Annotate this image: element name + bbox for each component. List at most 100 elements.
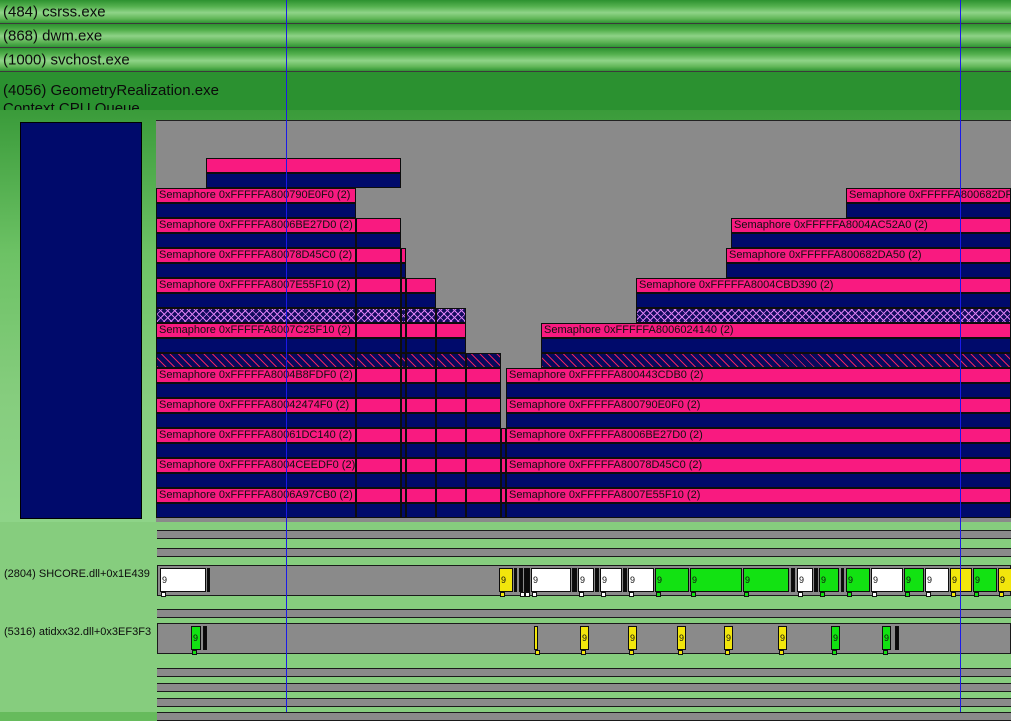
queue-wait-cell[interactable]	[356, 383, 401, 398]
thread-activity-block[interactable]: 9	[743, 568, 789, 592]
thin-track[interactable]	[157, 698, 1011, 707]
queue-ready-cell[interactable]	[356, 428, 401, 443]
queue-wait-cell[interactable]	[436, 443, 466, 458]
queue-wait-cell[interactable]	[401, 263, 406, 278]
process-row-svchost[interactable]: (1000) svchost.exe	[0, 48, 1011, 71]
thread-activity-block[interactable]: 9	[499, 568, 513, 592]
queue-wait-cell[interactable]	[726, 263, 1011, 278]
thread-activity-block[interactable]: 9	[819, 568, 839, 592]
queue-diaghatch-cell[interactable]	[541, 353, 1011, 368]
queue-ready-cell[interactable]	[466, 428, 501, 443]
queue-wait-cell[interactable]	[156, 383, 356, 398]
queue-ready-cell[interactable]	[406, 428, 436, 443]
thread-activity-block[interactable]	[595, 568, 599, 592]
queue-wait-cell[interactable]	[156, 443, 356, 458]
queue-wait-cell[interactable]	[846, 203, 1011, 218]
thread-activity-block[interactable]: 9	[600, 568, 622, 592]
process-row-geometryrealization[interactable]: (4056) GeometryRealization.exe Context C…	[0, 72, 1011, 110]
queue-ready-cell[interactable]: Semaphore 0xFFFFFA800443CDB0 (2)	[506, 368, 1011, 383]
queue-ready-cell[interactable]: Semaphore 0xFFFFFA8004AC52A0 (2)	[731, 218, 1011, 233]
queue-ready-cell[interactable]: Semaphore 0xFFFFFA8006BE27D0 (2)	[156, 218, 356, 233]
queue-ready-cell[interactable]	[406, 278, 436, 293]
thread-activity-block[interactable]: 9	[950, 568, 972, 592]
queue-ready-cell[interactable]: Semaphore 0xFFFFFA80061DC140 (2)	[156, 428, 356, 443]
queue-wait-cell[interactable]	[156, 473, 356, 488]
queue-ready-cell[interactable]	[436, 488, 466, 503]
queue-ready-cell[interactable]	[401, 398, 406, 413]
queue-ready-cell[interactable]: Semaphore 0xFFFFFA8007E55F10 (2)	[156, 278, 356, 293]
queue-wait-cell[interactable]	[156, 413, 356, 428]
queue-ready-cell[interactable]	[501, 428, 506, 443]
thin-track[interactable]	[157, 668, 1011, 677]
thread-activity-block[interactable]: 9	[998, 568, 1011, 592]
thin-track[interactable]	[157, 683, 1011, 692]
queue-wait-cell[interactable]	[406, 413, 436, 428]
thread-activity-block[interactable]	[514, 568, 517, 592]
queue-ready-cell[interactable]	[206, 158, 401, 173]
thread-activity-block[interactable]	[572, 568, 577, 592]
thread-activity-block[interactable]: 9	[882, 626, 891, 650]
queue-ready-cell[interactable]: Semaphore 0xFFFFFA8004CBD390 (2)	[636, 278, 1011, 293]
queue-wait-cell[interactable]	[466, 413, 501, 428]
queue-wait-cell[interactable]	[356, 473, 401, 488]
queue-wait-cell[interactable]	[466, 503, 501, 518]
queue-ready-cell[interactable]	[356, 458, 401, 473]
queue-ready-cell[interactable]: Semaphore 0xFFFFFA8006A97CB0 (2)	[156, 488, 356, 503]
thread-activity-block[interactable]: 9	[973, 568, 997, 592]
thread-activity-block[interactable]: 9	[628, 568, 654, 592]
thread-activity-block[interactable]	[895, 626, 899, 650]
thread-activity-block[interactable]	[519, 568, 523, 592]
queue-ready-cell[interactable]	[356, 323, 401, 338]
queue-ready-cell[interactable]: Semaphore 0xFFFFFA8006024140 (2)	[541, 323, 1011, 338]
queue-wait-cell[interactable]	[466, 473, 501, 488]
queue-wait-cell[interactable]	[401, 473, 406, 488]
queue-plot[interactable]: Semaphore 0xFFFFFA800790E0F0 (2) Semaphor…	[156, 120, 1011, 525]
thread-activity-block[interactable]	[534, 626, 538, 650]
queue-legend-panel[interactable]	[20, 122, 142, 519]
thread-activity-block[interactable]: 9	[191, 626, 201, 650]
thread-activity-block[interactable]	[203, 626, 207, 650]
queue-wait-cell[interactable]	[406, 443, 436, 458]
thread-activity-block[interactable]: 9	[925, 568, 949, 592]
queue-wait-cell[interactable]	[401, 338, 406, 353]
queue-wait-cell[interactable]	[356, 443, 401, 458]
queue-diaghatch-cell[interactable]	[401, 353, 406, 368]
queue-crosshatch-cell[interactable]	[401, 308, 406, 323]
queue-diaghatch-cell[interactable]	[356, 353, 401, 368]
thread-activity-block[interactable]	[791, 568, 795, 592]
queue-wait-cell[interactable]	[436, 503, 466, 518]
queue-ready-cell[interactable]	[356, 398, 401, 413]
queue-wait-cell[interactable]	[356, 338, 401, 353]
thread-activity-block[interactable]: 9	[831, 626, 840, 650]
process-row-dwm[interactable]: (868) dwm.exe	[0, 24, 1011, 47]
thread-activity-block[interactable]	[814, 568, 818, 592]
queue-ready-cell[interactable]	[401, 488, 406, 503]
queue-diaghatch-cell[interactable]	[466, 353, 501, 368]
queue-wait-cell[interactable]	[206, 173, 401, 188]
thread-activity-block[interactable]: 9	[580, 626, 589, 650]
thread-activity-block[interactable]: 9	[871, 568, 903, 592]
queue-ready-cell[interactable]	[501, 458, 506, 473]
queue-wait-cell[interactable]	[406, 338, 436, 353]
cursor-line-primary[interactable]	[286, 0, 287, 712]
queue-wait-cell[interactable]	[466, 383, 501, 398]
queue-ready-cell[interactable]: Semaphore 0xFFFFFA800790E0F0 (2)	[506, 398, 1011, 413]
queue-wait-cell[interactable]	[406, 473, 436, 488]
thin-track[interactable]	[157, 530, 1011, 539]
queue-ready-cell[interactable]	[401, 368, 406, 383]
queue-ready-cell[interactable]	[356, 218, 401, 233]
queue-wait-cell[interactable]	[406, 293, 436, 308]
queue-ready-cell[interactable]	[466, 488, 501, 503]
queue-diaghatch-cell[interactable]	[406, 353, 436, 368]
queue-ready-cell[interactable]	[406, 488, 436, 503]
thread-activity-block[interactable]	[207, 568, 210, 592]
queue-ready-cell[interactable]: Semaphore 0xFFFFFA80078D45C0 (2)	[506, 458, 1011, 473]
thread-activity-block[interactable]	[524, 568, 530, 592]
queue-ready-cell[interactable]	[436, 398, 466, 413]
thin-track[interactable]	[157, 712, 1011, 721]
queue-wait-cell[interactable]	[401, 413, 406, 428]
queue-wait-cell[interactable]	[506, 443, 1011, 458]
thin-track[interactable]	[157, 548, 1011, 557]
queue-wait-cell[interactable]	[401, 443, 406, 458]
queue-wait-cell[interactable]	[356, 413, 401, 428]
